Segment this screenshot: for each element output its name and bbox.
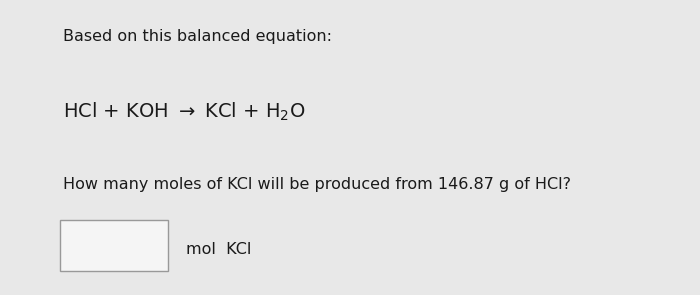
Text: Based on this balanced equation:: Based on this balanced equation:	[63, 30, 332, 45]
FancyBboxPatch shape	[60, 220, 168, 271]
Text: How many moles of KCl will be produced from 146.87 g of HCl?: How many moles of KCl will be produced f…	[63, 177, 571, 192]
Text: mol  KCl: mol KCl	[186, 242, 251, 257]
Text: HCl + KOH $\rightarrow$ KCl + H$_2$O: HCl + KOH $\rightarrow$ KCl + H$_2$O	[63, 100, 305, 123]
